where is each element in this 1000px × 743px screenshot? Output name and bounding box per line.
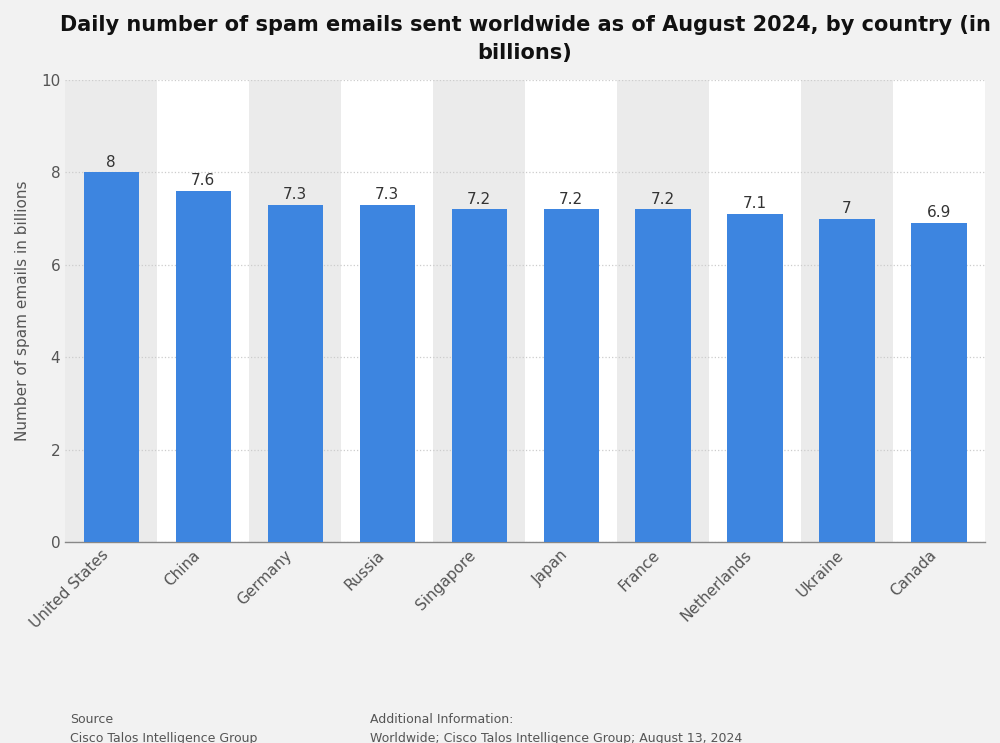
Bar [727,214,783,542]
Bar [893,80,985,542]
Text: 7.3: 7.3 [283,187,307,202]
Text: 7.2: 7.2 [559,192,583,207]
Bar [544,210,599,542]
Text: 7: 7 [842,201,852,216]
Bar [249,80,341,542]
Bar [176,191,231,542]
Bar [157,80,249,542]
Text: Source
Cisco Talos Intelligence Group
© Statista 2024: Source Cisco Talos Intelligence Group © … [70,713,257,743]
Text: 7.3: 7.3 [375,187,399,202]
Text: 6.9: 6.9 [927,206,951,221]
Bar [84,172,139,542]
Bar [525,80,617,542]
Bar [709,80,801,542]
Text: Additional Information:
Worldwide; Cisco Talos Intelligence Group; August 13, 20: Additional Information: Worldwide; Cisco… [370,713,742,743]
Text: 7.2: 7.2 [467,192,491,207]
Bar [911,223,967,542]
Bar [635,210,691,542]
Bar [341,80,433,542]
Bar [452,210,507,542]
Bar [433,80,525,542]
Text: 8: 8 [106,155,116,169]
Title: Daily number of spam emails sent worldwide as of August 2024, by country (in
bil: Daily number of spam emails sent worldwi… [60,15,991,63]
Bar [360,205,415,542]
Bar [268,205,323,542]
Text: 7.1: 7.1 [743,196,767,211]
Bar [801,80,893,542]
Text: 7.6: 7.6 [191,173,215,188]
Bar [819,218,875,542]
Text: 7.2: 7.2 [651,192,675,207]
Y-axis label: Number of spam emails in billions: Number of spam emails in billions [15,181,30,441]
Bar [65,80,157,542]
Bar [617,80,709,542]
